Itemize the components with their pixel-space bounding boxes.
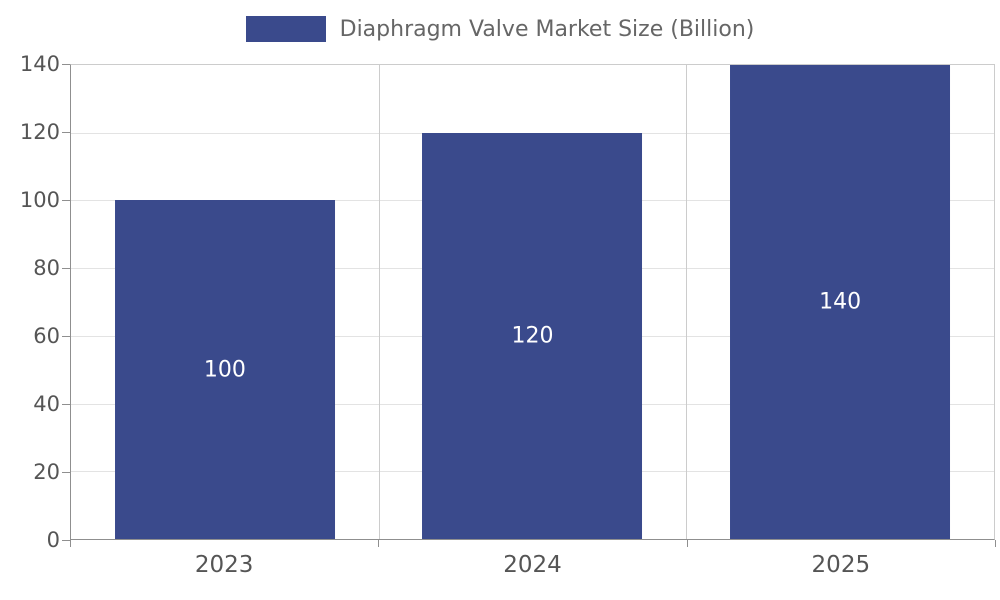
x-tick-mark: [686, 540, 688, 547]
bar-slot-2023: 100: [71, 65, 379, 539]
y-tick-label-40: 40: [33, 392, 60, 416]
bar-2024: 120: [422, 132, 643, 539]
y-axis: 0 20 40 60 80 100 120 140: [0, 52, 60, 552]
bar-value-label-2024: 120: [511, 323, 554, 349]
bar-slot-2025: 140: [686, 65, 994, 539]
y-tick-label-120: 120: [19, 120, 60, 144]
y-tick-label-140: 140: [19, 52, 60, 76]
y-tick-label-0: 0: [46, 528, 60, 552]
y-tick-label-100: 100: [19, 188, 60, 212]
bar-value-label-2025: 140: [819, 289, 862, 315]
bar-slot-2024: 120: [379, 65, 687, 539]
bar-value-label-2023: 100: [203, 357, 246, 383]
chart-title: Diaphragm Valve Market Size (Billion): [339, 16, 755, 42]
x-tick-label-2025: 2025: [811, 552, 871, 578]
x-tick-mark: [995, 540, 996, 547]
legend-swatch: [245, 16, 326, 42]
y-tick-label-80: 80: [33, 256, 60, 280]
y-tick-mark: [62, 268, 70, 269]
v-gridline: [686, 65, 688, 539]
v-gridline: [378, 65, 380, 539]
y-tick-mark: [62, 336, 70, 337]
x-tick-label-2023: 2023: [194, 552, 254, 578]
bar-2025: 140: [730, 65, 951, 539]
x-tick-mark: [378, 540, 380, 547]
x-tick-label-2024: 2024: [503, 552, 562, 578]
y-tick-mark: [62, 540, 70, 541]
y-tick-mark: [62, 132, 70, 133]
y-tick-mark: [62, 200, 70, 201]
x-tick-mark: [70, 540, 71, 547]
bar-2023: 100: [114, 200, 335, 539]
legend: Diaphragm Valve Market Size (Billion): [0, 16, 1000, 42]
y-tick-label-20: 20: [33, 460, 60, 484]
y-tick-mark: [62, 472, 70, 473]
y-tick-mark: [62, 404, 70, 405]
plot-area: 100 120 140: [70, 64, 995, 540]
y-tick-mark: [62, 64, 70, 65]
x-axis: 2023 2024 2025: [70, 552, 995, 588]
y-tick-label-60: 60: [33, 324, 60, 348]
